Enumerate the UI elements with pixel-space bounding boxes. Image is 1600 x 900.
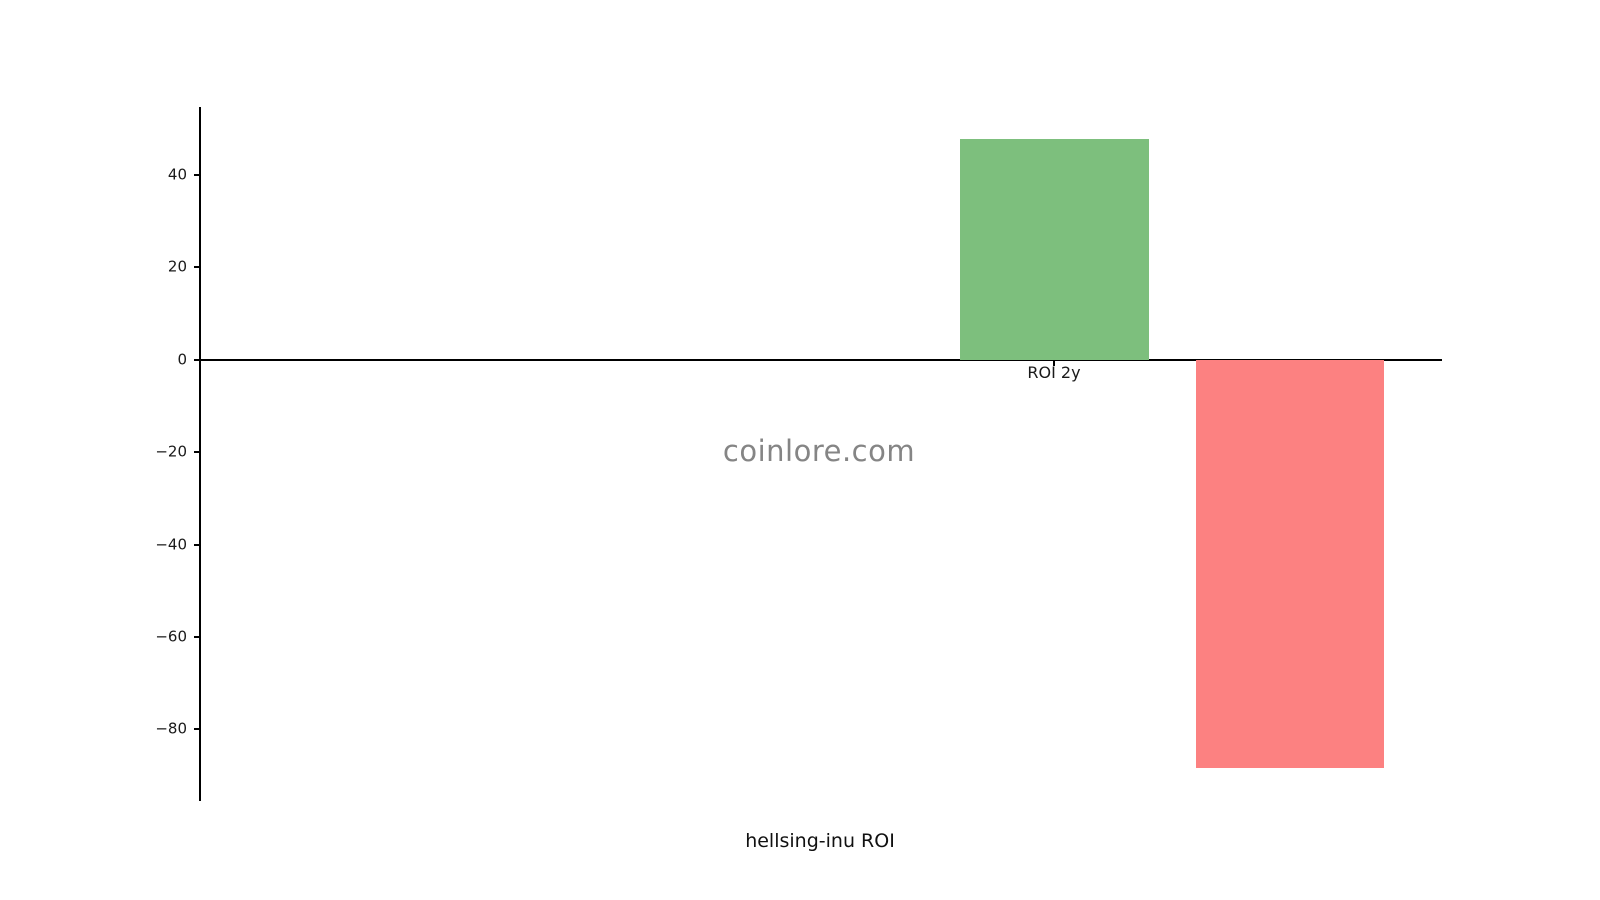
y-tick-mark — [194, 173, 200, 176]
bar-roi-2y — [960, 139, 1149, 360]
y-tick-label: −20 — [155, 442, 187, 461]
y-axis-line — [199, 107, 201, 801]
y-tick-label: 0 — [177, 350, 187, 369]
y-tick-mark — [194, 635, 200, 638]
y-tick-label: −60 — [155, 627, 187, 646]
y-tick-label: −80 — [155, 719, 187, 738]
chart-footer-label: hellsing-inu ROI — [745, 830, 895, 852]
y-tick-mark — [194, 543, 200, 546]
y-tick-mark — [194, 358, 200, 361]
x-tick-mark — [1053, 361, 1055, 366]
y-tick-label: 20 — [167, 257, 187, 276]
watermark-text: coinlore.com — [722, 434, 916, 468]
x-tick-label-roi-2y: ROI 2y — [1027, 363, 1081, 382]
y-tick-mark — [194, 266, 200, 269]
y-tick-label: −40 — [155, 534, 187, 553]
x-axis-zero-line — [200, 359, 1442, 361]
y-tick-mark — [194, 728, 200, 731]
y-tick-mark — [194, 451, 200, 454]
bar-roi-negative — [1196, 359, 1384, 769]
y-tick-label: 40 — [167, 165, 187, 184]
